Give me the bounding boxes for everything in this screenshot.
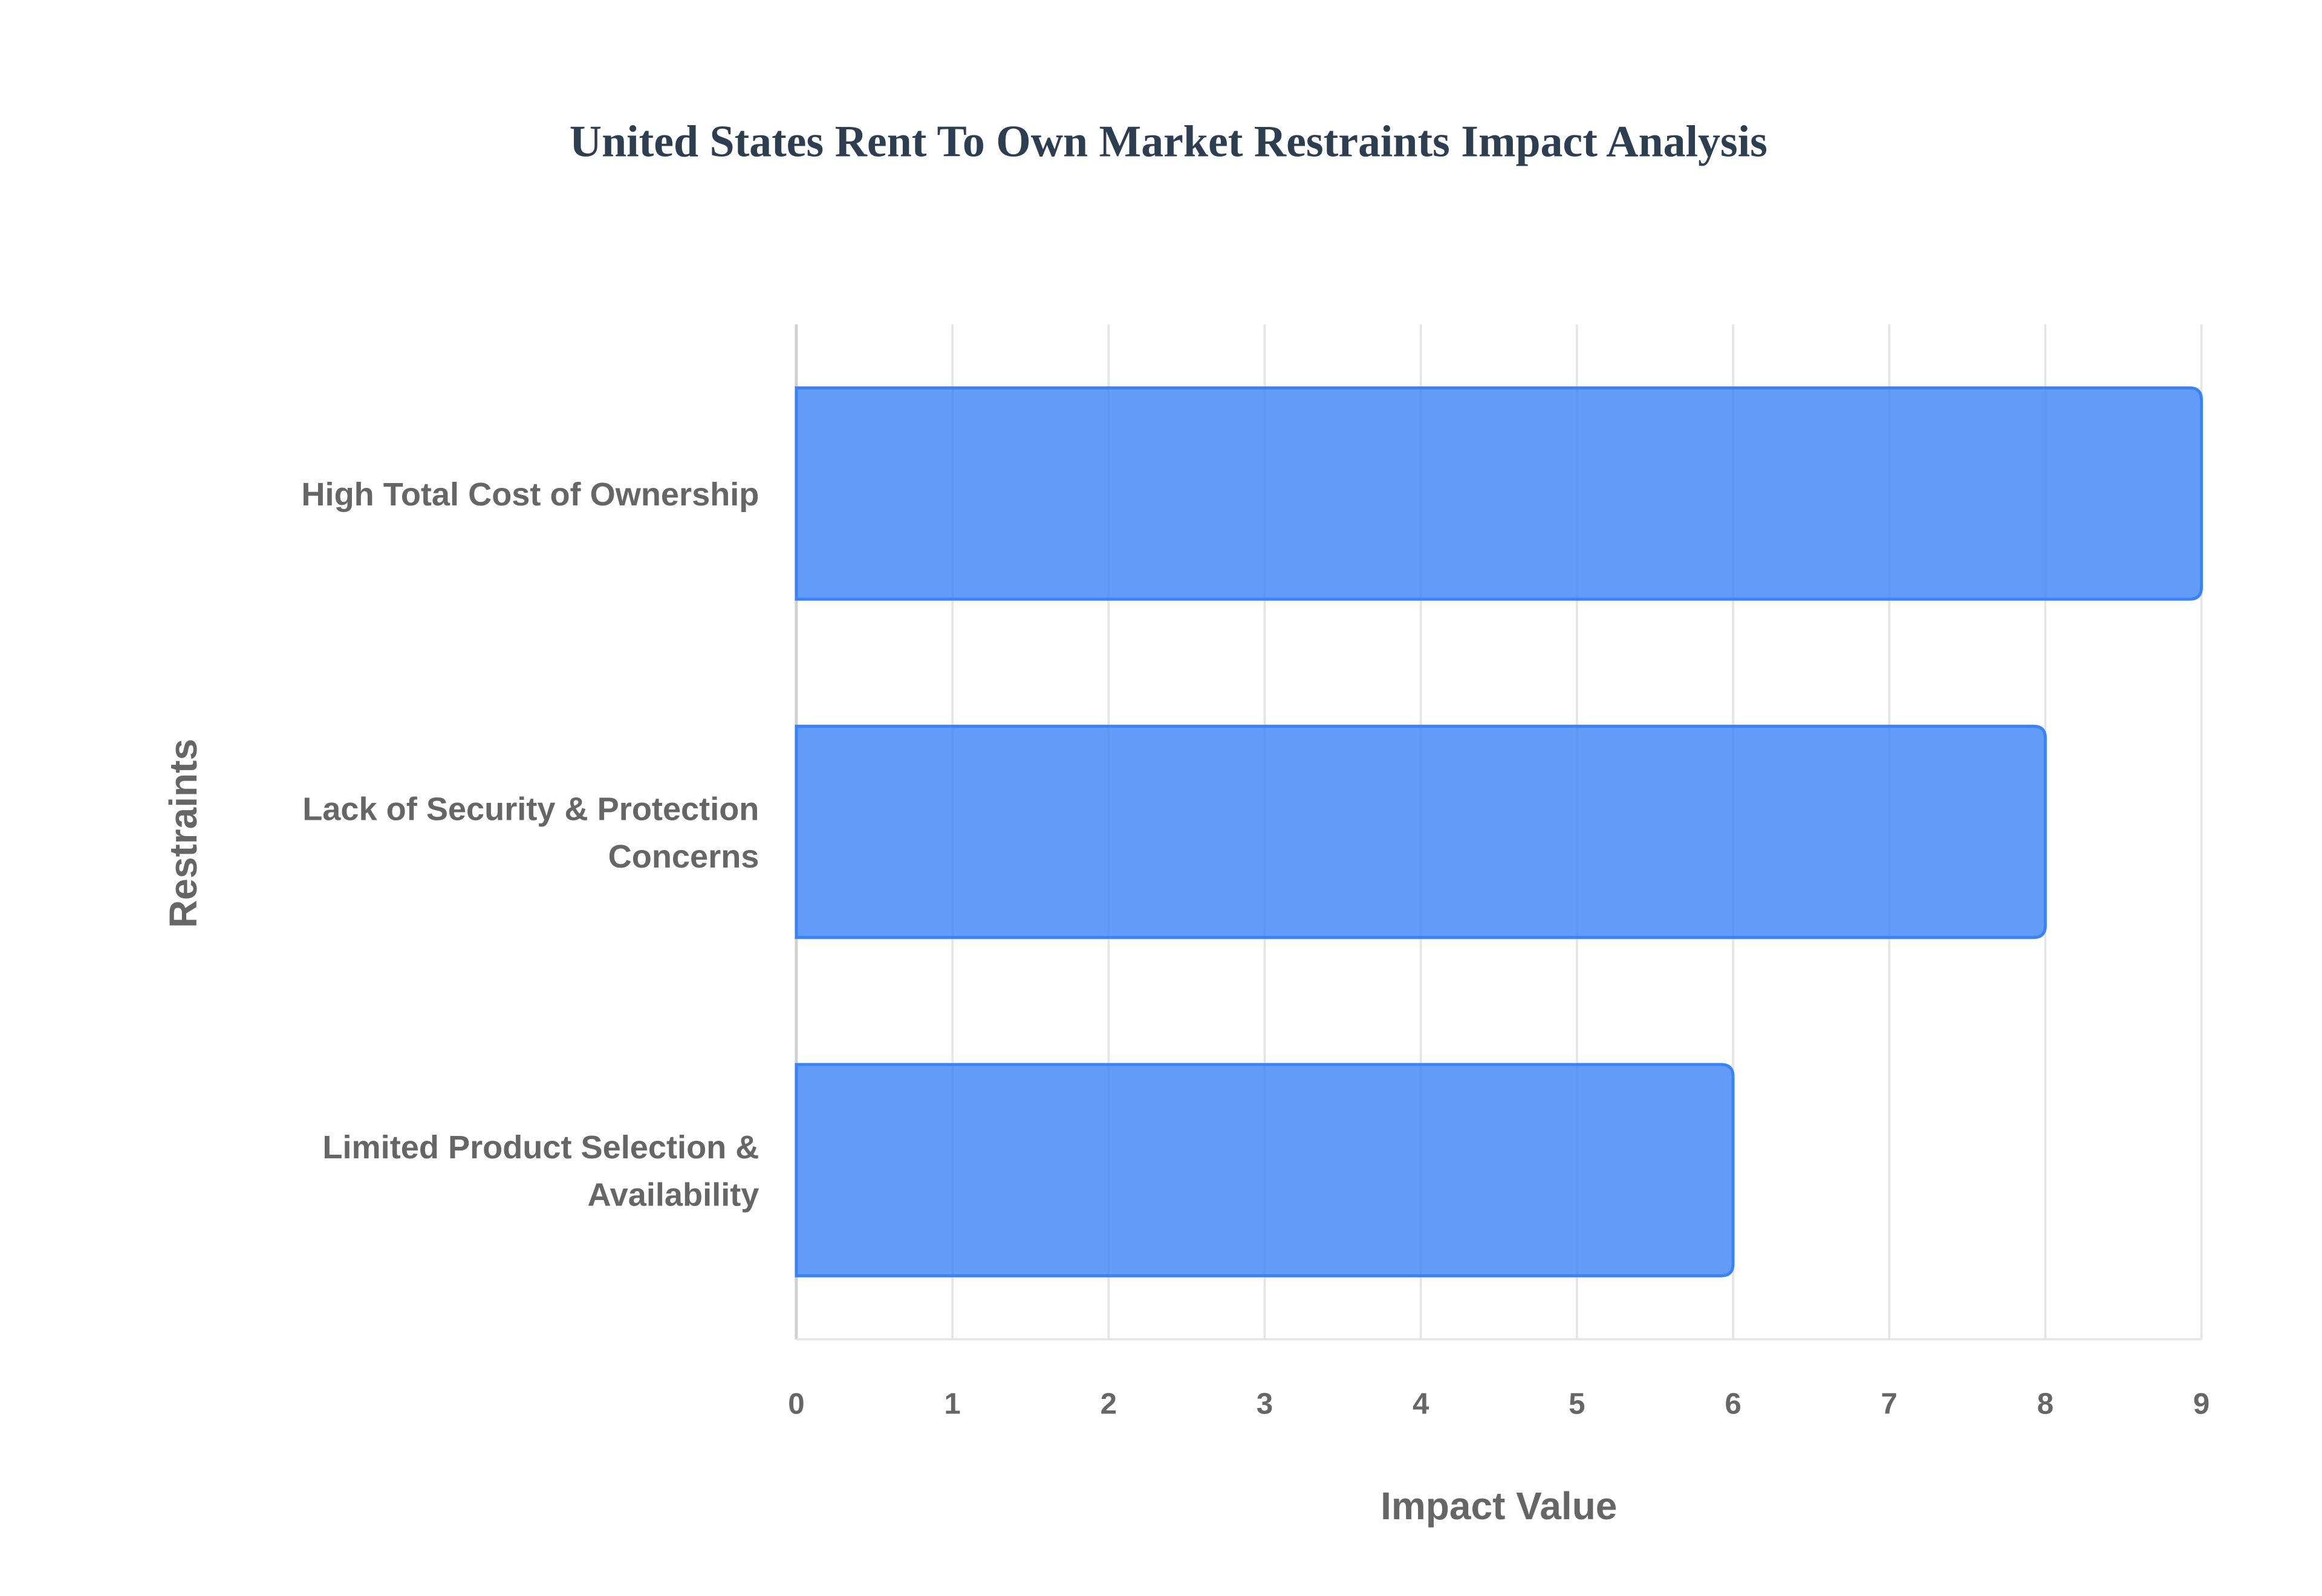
x-tick-label: 6 [1725, 1387, 1741, 1420]
category-label: Limited Product Selection & [322, 1129, 759, 1166]
category-label: Lack of Security & Protection [302, 791, 759, 827]
x-tick-label: 3 [1257, 1387, 1273, 1420]
bars [795, 386, 2203, 1277]
y-axis-label: Restraints [161, 739, 205, 928]
y-category-labels: High Total Cost of Ownership Lack of Secu… [301, 476, 759, 1213]
bar [795, 724, 2047, 939]
bar [795, 1063, 1735, 1277]
x-tick-label: 2 [1101, 1387, 1117, 1420]
x-tick-label: 9 [2193, 1387, 2210, 1420]
x-tick-labels: 0 1 2 3 4 5 6 7 8 9 [788, 1387, 2210, 1420]
x-tick-label: 1 [944, 1387, 960, 1420]
category-label: High Total Cost of Ownership [301, 476, 759, 513]
x-axis-label: Impact Value [1381, 1484, 1617, 1528]
x-tick-label: 4 [1413, 1387, 1429, 1420]
bar [795, 386, 2203, 601]
x-tick-label: 5 [1569, 1387, 1585, 1420]
x-tick-label: 8 [2037, 1387, 2054, 1420]
category-label: Availability [588, 1177, 759, 1213]
x-tick-label: 7 [1881, 1387, 1898, 1420]
category-label: Concerns [608, 839, 759, 875]
x-tick-label: 0 [788, 1387, 804, 1420]
chart-title: United States Rent To Own Market Restrai… [570, 116, 1768, 166]
